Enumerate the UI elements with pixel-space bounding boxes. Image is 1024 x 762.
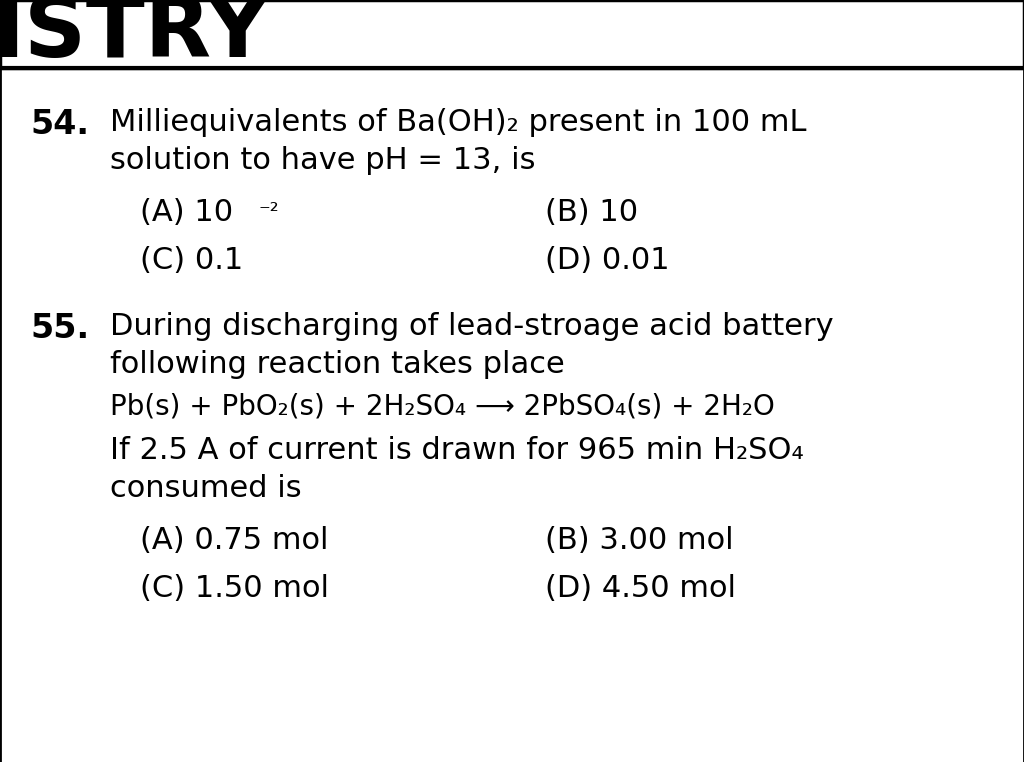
Text: (B) 10: (B) 10: [545, 198, 638, 227]
Text: following reaction takes place: following reaction takes place: [110, 350, 565, 379]
Text: ISTRY: ISTRY: [0, 0, 269, 75]
Text: 55.: 55.: [30, 312, 89, 345]
Text: 54.: 54.: [30, 108, 89, 141]
Text: Milliequivalents of Ba(OH)₂ present in 100 mL: Milliequivalents of Ba(OH)₂ present in 1…: [110, 108, 807, 137]
Bar: [0, 0, 1024, 68]
Text: If 2.5 A of current is drawn for 965 min H₂SO₄: If 2.5 A of current is drawn for 965 min…: [110, 436, 804, 465]
Text: (A) 10: (A) 10: [140, 198, 233, 227]
Text: ⁻²: ⁻²: [258, 202, 279, 222]
Text: (C) 1.50 mol: (C) 1.50 mol: [140, 574, 329, 603]
Text: (D) 4.50 mol: (D) 4.50 mol: [545, 574, 736, 603]
Text: (A) 0.75 mol: (A) 0.75 mol: [140, 526, 329, 555]
Text: (D) 0.01: (D) 0.01: [545, 246, 670, 275]
Text: Pb(s) + PbO₂(s) + 2H₂SO₄ ⟶ 2PbSO₄(s) + 2H₂O: Pb(s) + PbO₂(s) + 2H₂SO₄ ⟶ 2PbSO₄(s) + 2…: [110, 392, 775, 420]
Text: During discharging of lead-stroage acid battery: During discharging of lead-stroage acid …: [110, 312, 834, 341]
Text: solution to have pH = 13, is: solution to have pH = 13, is: [110, 146, 536, 175]
Text: (B) 3.00 mol: (B) 3.00 mol: [545, 526, 733, 555]
Text: (C) 0.1: (C) 0.1: [140, 246, 244, 275]
Text: consumed is: consumed is: [110, 474, 302, 503]
